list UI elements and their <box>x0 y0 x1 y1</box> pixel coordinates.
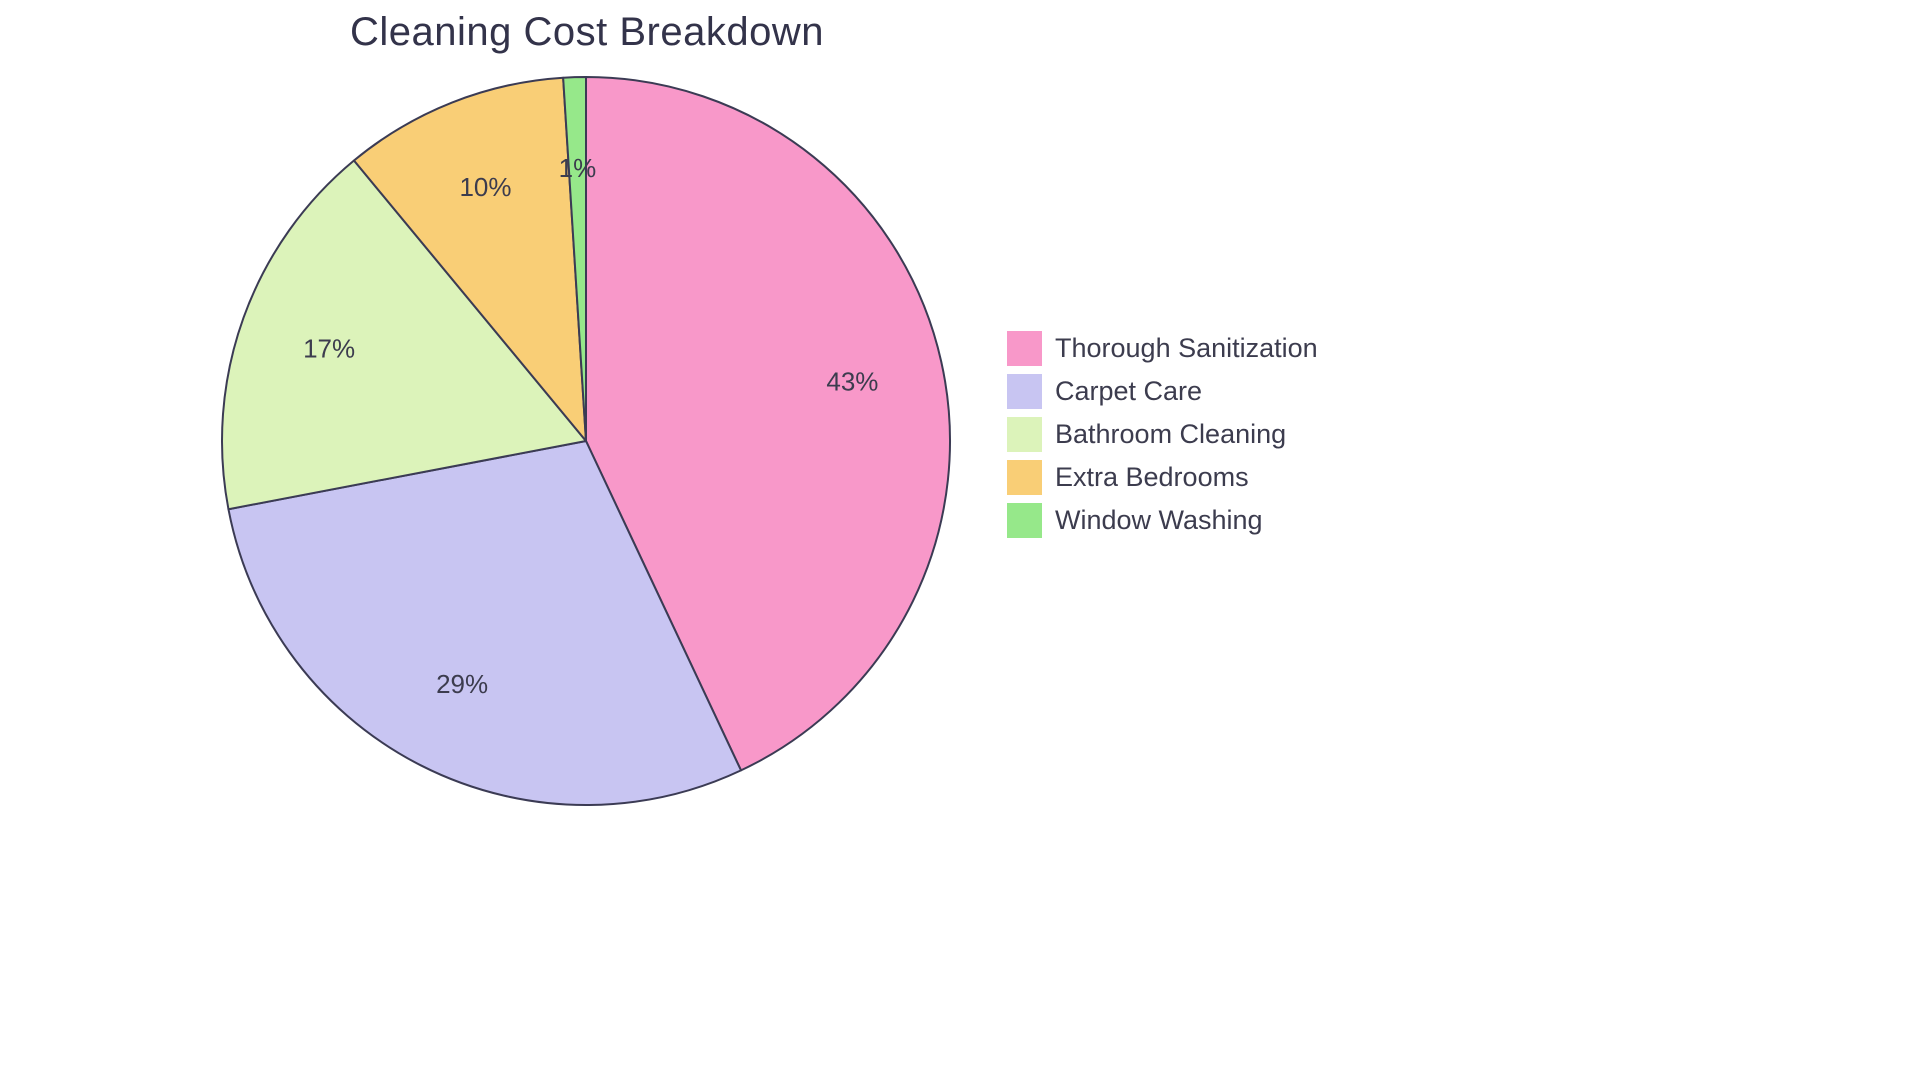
legend-swatch <box>1007 417 1042 452</box>
pie-slice-thorough-sanitization <box>585 76 952 772</box>
legend-swatch <box>1007 460 1042 495</box>
legend-label: Bathroom Cleaning <box>1055 419 1287 449</box>
slice-percent-label: 17% <box>303 334 355 364</box>
legend-label: Extra Bedrooms <box>1055 462 1249 492</box>
legend-swatch <box>1007 374 1042 409</box>
legend-item-bathroom-cleaning: Bathroom Cleaning <box>1007 417 1318 452</box>
legend-item-thorough-sanitization: Thorough Sanitization <box>1007 331 1318 366</box>
pie-slice-carpet-care <box>227 440 742 806</box>
legend-swatch <box>1007 331 1042 366</box>
pie-slices <box>221 76 952 806</box>
legend-label: Carpet Care <box>1055 376 1203 406</box>
pie-slice-extra-bedrooms <box>352 76 587 442</box>
chart-title: Cleaning Cost Breakdown <box>350 10 824 54</box>
slice-percent-label: 10% <box>459 172 511 202</box>
legend-item-window-washing: Window Washing <box>1007 503 1318 538</box>
slice-percent-label: 43% <box>826 366 878 396</box>
legend-label: Thorough Sanitization <box>1055 333 1318 363</box>
pie-slice-window-washing <box>562 76 587 442</box>
slice-percent-label: 29% <box>436 669 488 699</box>
legend-swatch <box>1007 503 1042 538</box>
slice-percent-label: 1% <box>559 153 597 183</box>
pie-slice-bathroom-cleaning <box>221 159 587 511</box>
legend-item-carpet-care: Carpet Care <box>1007 374 1318 409</box>
pie-slice-labels: 43% 29% 17% 10% 1% <box>303 153 878 699</box>
legend-label: Window Washing <box>1055 505 1263 535</box>
chart-legend: Thorough Sanitization Carpet Care Bathroom… <box>1007 331 1318 538</box>
legend-item-extra-bedrooms: Extra Bedrooms <box>1007 460 1318 495</box>
